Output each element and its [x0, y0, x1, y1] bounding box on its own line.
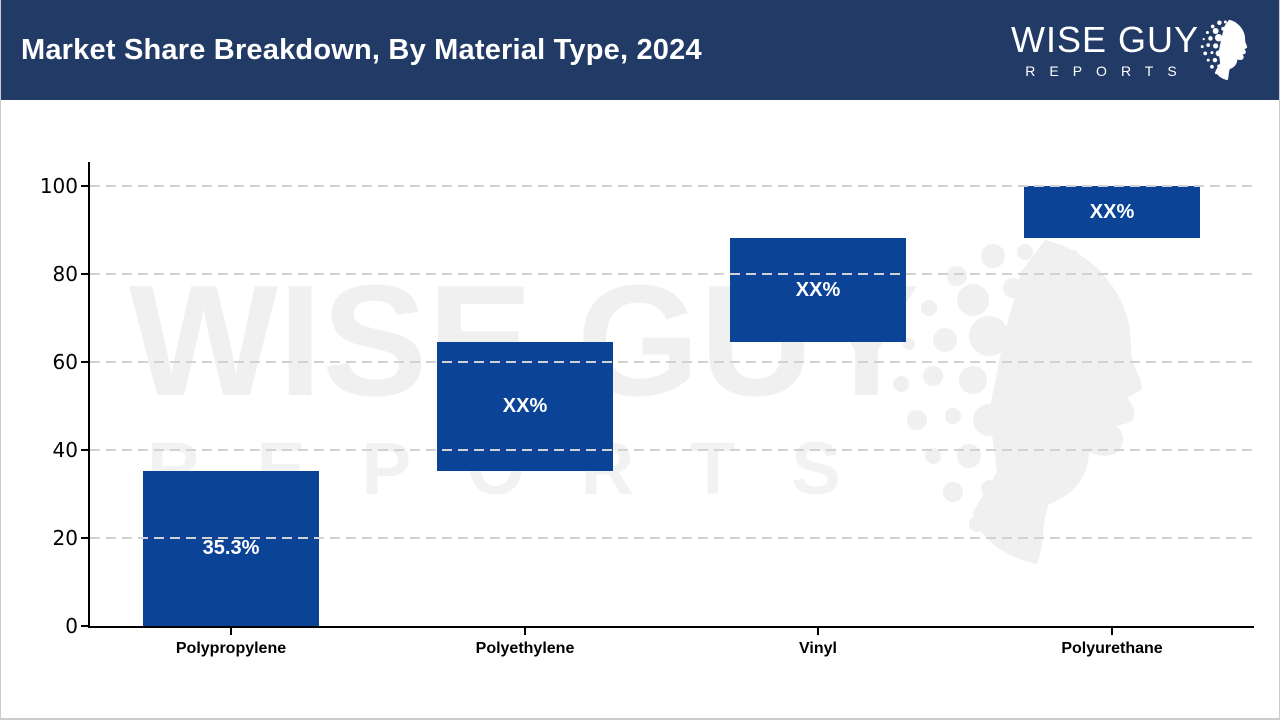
- bar-value-label: XX%: [1089, 200, 1135, 223]
- bar-vinyl: [730, 237, 906, 343]
- wise-guy-reports-logo: WISE GUY REPORTS: [1011, 11, 1253, 89]
- gridline-100: [90, 185, 1254, 187]
- logo-subtitle: REPORTS: [1025, 62, 1191, 79]
- y-tick-mark: [81, 537, 90, 539]
- x-tick-mark: [230, 628, 232, 635]
- gridline-60: [90, 361, 1254, 363]
- x-category-label: Polyethylene: [475, 640, 575, 657]
- y-tick-label: 100: [39, 174, 78, 198]
- x-tick-mark: [1111, 628, 1113, 635]
- wise-guy-face-icon: [1197, 11, 1253, 89]
- y-axis-line: [88, 162, 90, 628]
- bar-value-label: XX%: [795, 279, 841, 302]
- gridline-20: [90, 537, 1254, 539]
- y-tick-mark: [81, 185, 90, 187]
- bar-polyurethane: [1024, 186, 1200, 238]
- y-tick-label: 60: [52, 350, 78, 374]
- x-axis-line: [88, 626, 1254, 628]
- x-category-label: Vinyl: [799, 640, 837, 657]
- chart-title: Market Share Breakdown, By Material Type…: [21, 33, 702, 66]
- x-category-label: Polyurethane: [1061, 640, 1163, 657]
- y-tick-label: 40: [52, 438, 78, 462]
- y-tick-mark: [81, 361, 90, 363]
- x-tick-mark: [817, 628, 819, 635]
- x-category-label: Polypropylene: [175, 640, 287, 657]
- logo-wordmark: WISE GUY: [1010, 18, 1199, 60]
- gridline-80: [90, 273, 1254, 275]
- bar-polypropylene: [143, 470, 319, 626]
- x-tick-mark: [524, 628, 526, 635]
- bar-value-label: 35.3%: [202, 537, 260, 560]
- gridline-40: [90, 449, 1254, 451]
- y-tick-label: 80: [52, 262, 78, 286]
- header-bar: Market Share Breakdown, By Material Type…: [1, 0, 1279, 100]
- y-tick-label: 20: [52, 526, 78, 550]
- y-tick-mark: [81, 625, 90, 627]
- y-tick-mark: [81, 449, 90, 451]
- y-tick-label: 0: [65, 614, 78, 638]
- y-tick-mark: [81, 273, 90, 275]
- logo-text: WISE GUY REPORTS: [1010, 18, 1199, 79]
- bar-value-label: XX%: [502, 395, 548, 418]
